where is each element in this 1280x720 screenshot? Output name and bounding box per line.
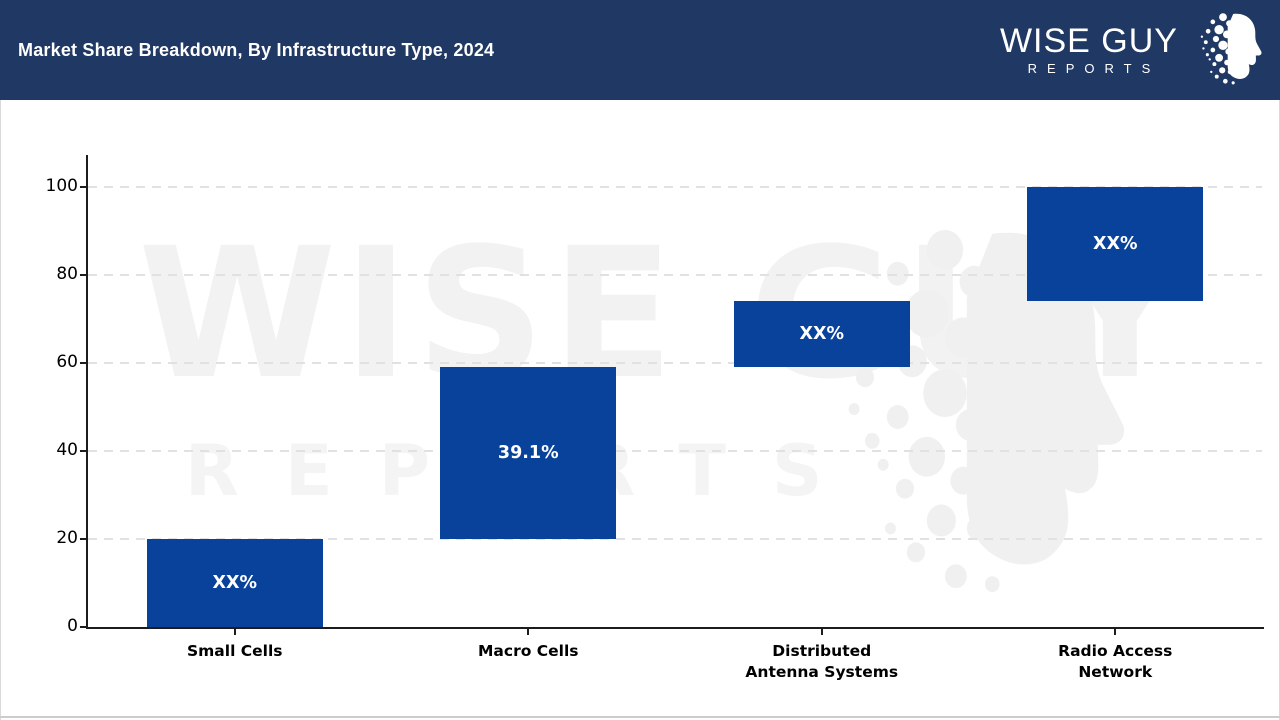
gridline-60 xyxy=(88,362,1262,364)
y-tick-mark-80 xyxy=(80,274,87,276)
bar-segment: 39.1% xyxy=(440,366,617,539)
bar-value-label: XX% xyxy=(799,323,845,344)
bar-segment: XX% xyxy=(1027,187,1204,301)
y-tick-label-0: 0 xyxy=(67,616,78,636)
y-tick-mark-20 xyxy=(80,538,87,540)
brand-logo: WISE GUY REPORTS xyxy=(1000,7,1266,93)
bar-value-label: XX% xyxy=(212,573,258,593)
x-tick-mark-2 xyxy=(820,629,823,635)
gridline-80 xyxy=(88,274,1262,276)
x-tick-mark-3 xyxy=(1114,629,1117,635)
bar-segment: XX% xyxy=(146,539,323,627)
y-tick-label-100: 100 xyxy=(45,176,78,196)
bottom-border xyxy=(0,716,1280,718)
plot-area: XX% 39.1% XX% XX% xyxy=(88,155,1262,627)
y-tick-mark-0 xyxy=(80,626,87,628)
x-category-label: Distributed Antenna Systems xyxy=(745,642,899,681)
gridline-20 xyxy=(88,538,1262,540)
left-border xyxy=(0,100,1,720)
wiseguy-face-icon xyxy=(1200,13,1262,85)
header-bar: Market Share Breakdown, By Infrastructur… xyxy=(0,0,1280,100)
x-tick-mark-1 xyxy=(527,629,530,635)
y-axis-line xyxy=(86,155,88,629)
bar-value-label: XX% xyxy=(1092,233,1138,254)
x-category-label: Radio Access Network xyxy=(1058,642,1173,681)
bar-segment: XX% xyxy=(733,300,910,367)
y-tick-label-60: 60 xyxy=(56,352,78,372)
y-tick-label-40: 40 xyxy=(56,440,78,460)
gridline-100 xyxy=(88,186,1262,188)
gridline-40 xyxy=(88,450,1262,452)
y-tick-label-80: 80 xyxy=(56,264,78,284)
x-category-label: Small Cells xyxy=(186,642,283,660)
brand-name: WISE GUY xyxy=(999,22,1178,60)
watermark-face-icon xyxy=(841,229,1125,593)
x-tick-mark-0 xyxy=(233,629,236,635)
x-category-label: Macro Cells xyxy=(477,642,579,660)
chart-area: WISE GUY REPORTS XX%39.1%XX%XX% 02040608… xyxy=(0,100,1280,720)
y-tick-mark-100 xyxy=(80,186,87,188)
page-title: Market Share Breakdown, By Infrastructur… xyxy=(18,39,495,60)
x-axis-line xyxy=(86,627,1264,629)
bar-value-label: 39.1% xyxy=(497,442,559,463)
y-tick-mark-40 xyxy=(80,450,87,452)
brand-logo-text: WISE GUY REPORTS xyxy=(1000,24,1178,76)
y-tick-label-20: 20 xyxy=(56,528,78,548)
brand-subtitle: REPORTS xyxy=(1027,61,1161,76)
y-tick-mark-60 xyxy=(80,362,87,364)
